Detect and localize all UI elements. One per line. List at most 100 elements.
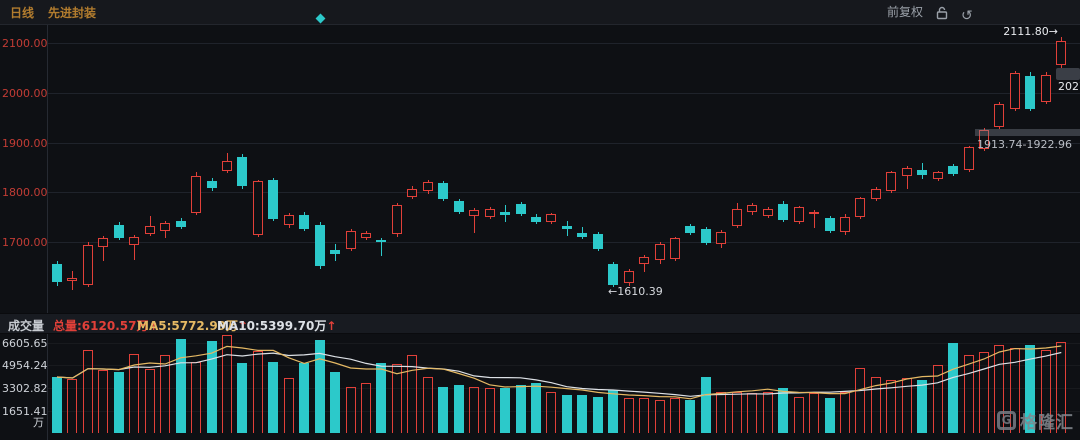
candle[interactable] [809,212,820,215]
volume-bar[interactable] [129,353,140,433]
volume-bar[interactable] [530,382,541,433]
volume-bar[interactable] [268,362,279,433]
candle[interactable] [129,236,140,245]
candle[interactable] [1040,75,1051,102]
candle[interactable] [144,225,155,234]
volume-bar[interactable] [994,344,1005,433]
volume-bar[interactable] [82,350,93,433]
volume-bar[interactable] [221,335,232,433]
candle[interactable] [82,244,93,285]
volume-bar[interactable] [670,397,680,433]
candle[interactable] [361,233,371,238]
candle[interactable] [98,237,109,247]
volume-bar[interactable] [391,363,402,433]
candle[interactable] [561,225,572,229]
volume-bar[interactable] [577,394,588,433]
volume-bar[interactable] [67,379,78,433]
candle[interactable] [160,223,171,231]
candle[interactable] [824,218,835,232]
candle[interactable] [191,175,202,213]
period-selector[interactable]: 日线 [10,6,35,20]
candle[interactable] [469,210,480,217]
candle[interactable] [67,277,78,281]
volume-bar[interactable] [824,397,835,433]
candle[interactable] [515,204,526,215]
volume-bar[interactable] [623,397,634,433]
candle[interactable] [376,240,387,242]
volume-bar[interactable] [546,391,557,433]
candle[interactable] [283,215,294,225]
volume-bar[interactable] [376,362,387,433]
volume-bar[interactable] [422,377,433,433]
volume-bar[interactable] [917,379,928,433]
volume-bar[interactable] [1040,350,1051,433]
candle[interactable] [221,161,232,171]
volume-bar[interactable] [870,377,881,433]
volume-bar[interactable] [762,391,773,433]
candle[interactable] [839,217,850,233]
candle[interactable] [948,166,959,175]
candle[interactable] [299,214,310,229]
volume-bar[interactable] [206,341,217,433]
volume-bar[interactable] [407,354,418,433]
volume-bar[interactable] [98,370,109,433]
candle[interactable] [731,208,742,226]
candle[interactable] [979,129,989,150]
volume-bar[interactable] [175,338,186,433]
candle[interactable] [592,234,603,249]
volume-bar[interactable] [778,388,789,433]
candle[interactable] [917,169,928,176]
volume-bar[interactable] [561,394,572,433]
candle[interactable] [546,213,557,222]
candle[interactable] [52,263,62,282]
candle[interactable] [453,200,464,212]
candle[interactable] [175,220,186,227]
volume-bar[interactable] [314,340,325,433]
candle[interactable] [1009,72,1020,109]
candle[interactable] [252,181,263,236]
volume-bar[interactable] [144,368,155,433]
candle[interactable] [1025,75,1036,110]
volume-bar[interactable] [361,382,371,433]
volume-bar[interactable] [1056,341,1067,433]
adjustment-mode-button[interactable]: 前复权 [886,5,923,19]
candle[interactable] [314,224,325,266]
candle[interactable] [268,180,279,220]
volume-bar[interactable] [252,350,263,433]
candle[interactable] [113,224,124,238]
volume-bar[interactable] [839,391,850,433]
volume-bar[interactable] [963,354,974,433]
volume-bar[interactable] [700,377,711,433]
volume-bar[interactable] [515,385,526,433]
candle[interactable] [870,189,881,200]
volume-bar[interactable] [685,400,696,433]
volume-bar[interactable] [979,351,989,433]
volume-bar[interactable] [160,355,171,433]
candle[interactable] [530,216,541,223]
volume-bar[interactable] [113,371,124,433]
candle[interactable] [778,203,789,221]
volume-bar[interactable] [1025,344,1036,433]
volume-bar[interactable] [948,342,959,433]
volume-bar[interactable] [453,385,464,433]
volume-bar[interactable] [793,397,804,433]
candle[interactable] [422,182,433,192]
candle[interactable] [330,249,341,255]
volume-bar[interactable] [654,400,665,433]
candle[interactable] [500,212,511,216]
volume-bar[interactable] [283,378,294,433]
volume-bar[interactable] [716,391,727,433]
candle[interactable] [670,238,680,260]
volume-bar[interactable] [52,377,62,433]
candle[interactable] [932,171,943,180]
candle[interactable] [901,167,912,176]
volume-pane[interactable]: 6605.65 4954.24 3302.82 1651.41 万 [0,334,1080,440]
candle[interactable] [608,264,619,286]
candle[interactable] [654,244,665,261]
volume-bar[interactable] [592,397,603,433]
candle[interactable] [886,172,897,192]
candle[interactable] [391,204,402,235]
candle[interactable] [963,147,974,170]
volume-bar[interactable] [484,388,495,433]
candle[interactable] [685,225,696,234]
